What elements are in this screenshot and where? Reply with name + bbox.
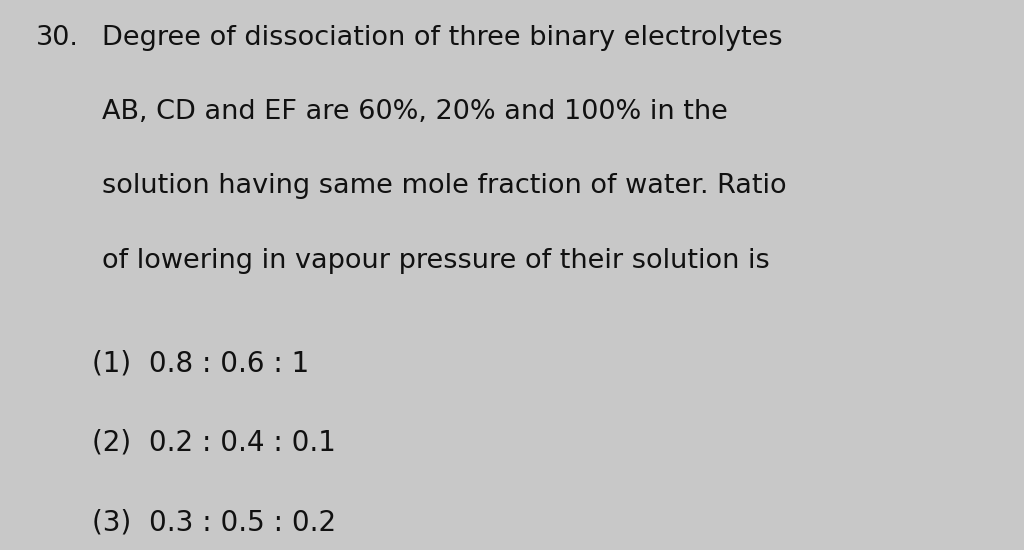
Text: (2)  0.2 : 0.4 : 0.1: (2) 0.2 : 0.4 : 0.1 xyxy=(92,429,336,457)
Text: (1)  0.8 : 0.6 : 1: (1) 0.8 : 0.6 : 1 xyxy=(92,349,309,377)
Text: AB, CD and EF are 60%, 20% and 100% in the: AB, CD and EF are 60%, 20% and 100% in t… xyxy=(102,99,728,125)
Text: 30.: 30. xyxy=(36,25,79,51)
Text: Degree of dissociation of three binary electrolytes: Degree of dissociation of three binary e… xyxy=(102,25,783,51)
Text: (3)  0.3 : 0.5 : 0.2: (3) 0.3 : 0.5 : 0.2 xyxy=(92,509,336,537)
Text: of lowering in vapour pressure of their solution is: of lowering in vapour pressure of their … xyxy=(102,248,770,273)
Text: solution having same mole fraction of water. Ratio: solution having same mole fraction of wa… xyxy=(102,173,787,199)
